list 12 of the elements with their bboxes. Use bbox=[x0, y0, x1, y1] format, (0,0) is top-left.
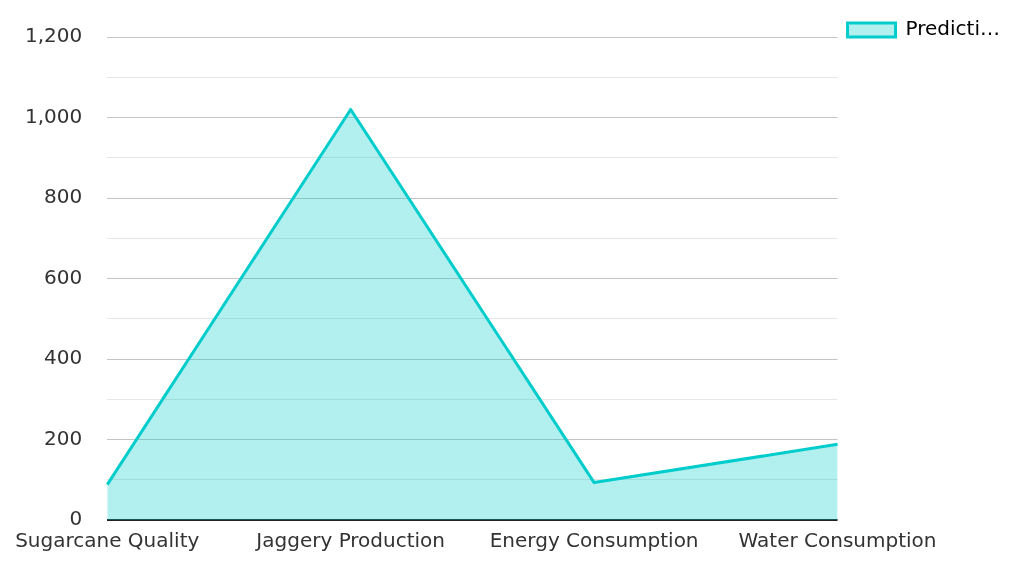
y-tick-label: 1,000 bbox=[24, 103, 83, 128]
y-tick-label: 800 bbox=[44, 184, 83, 209]
x-tick-label: Jaggery Production bbox=[254, 528, 446, 553]
y-tick-label: 200 bbox=[44, 425, 83, 450]
x-tick-label: Water Consumption bbox=[738, 528, 937, 553]
x-tick-label: Energy Consumption bbox=[489, 528, 699, 553]
legend-label: Predicti… bbox=[905, 16, 1001, 41]
y-tick-label: 400 bbox=[44, 345, 83, 370]
y-tick-label: 1,200 bbox=[24, 23, 83, 48]
x-tick-label: Sugarcane Quality bbox=[15, 528, 200, 553]
y-tick-label: 600 bbox=[44, 264, 83, 289]
y-tick-label: 0 bbox=[69, 506, 83, 531]
